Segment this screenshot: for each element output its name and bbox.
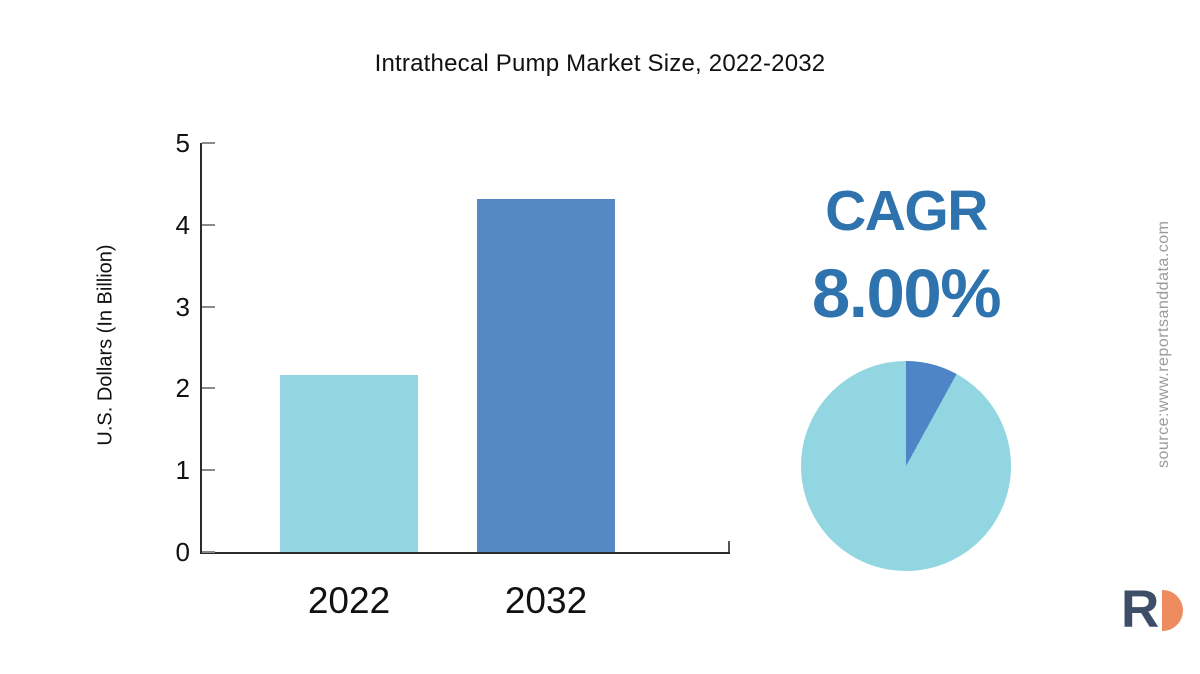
y-tick — [202, 387, 215, 390]
y-tick-label: 1 — [175, 455, 190, 486]
cagr-value: 8.00% — [811, 255, 1002, 332]
y-tick-label: 2 — [175, 373, 190, 404]
brand-logo: R — [1121, 580, 1184, 639]
cagr-block: CAGR 8.00% — [778, 179, 1034, 332]
y-tick — [202, 223, 215, 226]
y-tick-label: 0 — [175, 537, 190, 567]
logo-letter-r: R — [1121, 580, 1160, 639]
y-tick — [202, 551, 215, 553]
chart-title: Intrathecal Pump Market Size, 2022-2032 — [374, 50, 826, 77]
y-axis-label: U.S. Dollars (In Billion) — [94, 244, 117, 446]
bar-2022 — [280, 375, 418, 552]
y-tick — [202, 469, 215, 472]
x-axis-end-tick — [728, 541, 730, 552]
cagr-label: CAGR — [825, 179, 988, 243]
source-note: source:www.reportsanddata.com — [1155, 220, 1172, 468]
logo-d-shape — [1162, 589, 1184, 631]
y-tick — [202, 142, 215, 144]
bar-2032 — [477, 198, 615, 552]
y-tick-label: 4 — [175, 209, 190, 240]
x-label-2022: 2022 — [307, 580, 391, 621]
y-tick-label: 5 — [175, 128, 190, 158]
x-label-2032: 2032 — [504, 580, 588, 621]
y-tick — [202, 305, 215, 308]
y-tick-label: 3 — [175, 291, 190, 322]
bar-plot-area: 0 1 2 3 4 5 2022 2032 — [176, 130, 730, 619]
cagr-pie-chart — [801, 361, 1011, 571]
